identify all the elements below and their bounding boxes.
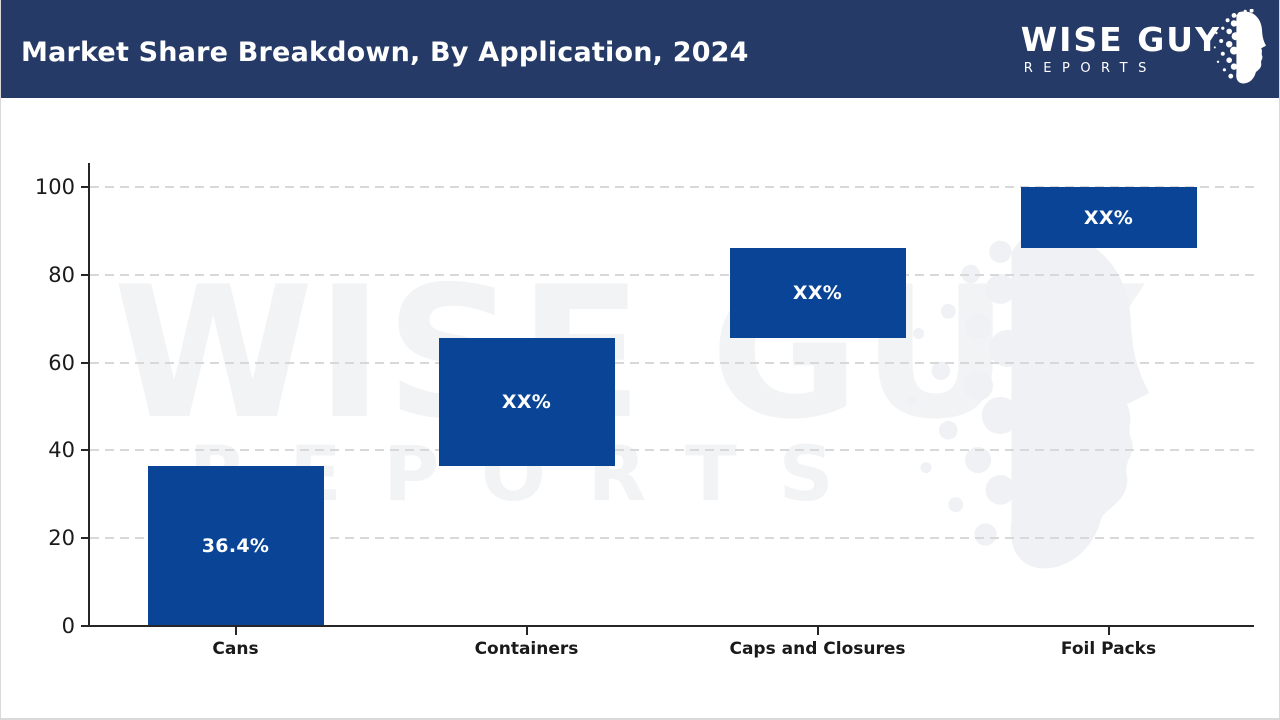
- page-title: Market Share Breakdown, By Application, …: [21, 36, 749, 68]
- x-tick-3: [1107, 627, 1110, 635]
- gridline-20: [90, 537, 1254, 540]
- x-label-0: Cans: [212, 639, 259, 659]
- bar-label: XX%: [501, 390, 552, 413]
- y-tick-label-100: 100: [34, 174, 75, 199]
- brand-name: WISE GUY: [1020, 20, 1221, 59]
- bar-caps-and-closures: XX%: [729, 248, 906, 338]
- watermark-brand-text: WISE GUY: [113, 247, 1146, 459]
- wiseguy-face-icon: [1213, 9, 1266, 84]
- bar-label: XX%: [1083, 206, 1134, 229]
- bar-label: XX%: [792, 281, 843, 304]
- gridline-100: [90, 185, 1254, 188]
- y-tick-label-80: 80: [48, 262, 75, 287]
- y-axis-line: [88, 163, 90, 627]
- gridline-40: [90, 449, 1254, 452]
- y-tick-label-60: 60: [48, 350, 75, 375]
- bar-label: 36.4%: [201, 535, 270, 558]
- y-tick-20: [81, 537, 88, 540]
- y-tick-label-40: 40: [48, 438, 75, 463]
- gridline-80: [90, 273, 1254, 276]
- y-tick-60: [81, 361, 88, 364]
- bar-cans: 36.4%: [147, 466, 324, 626]
- x-axis-line: [88, 625, 1254, 627]
- bar-foil-packs: XX%: [1020, 186, 1197, 249]
- y-tick-label-20: 20: [48, 526, 75, 551]
- brand-subtitle: REPORTS: [1023, 61, 1157, 76]
- x-tick-2: [816, 627, 819, 635]
- header-bar: Market Share Breakdown, By Application, …: [1, 0, 1279, 98]
- y-tick-40: [81, 449, 88, 452]
- y-tick-0: [81, 625, 88, 627]
- x-tick-1: [525, 627, 528, 635]
- y-tick-label-0: 0: [61, 614, 75, 638]
- x-label-1: Containers: [474, 639, 579, 659]
- bar-containers: XX%: [438, 337, 615, 467]
- x-tick-0: [234, 627, 237, 635]
- brand-logo-text: WISE GUY REPORTS: [1021, 23, 1221, 75]
- x-label-3: Foil Packs: [1060, 639, 1157, 659]
- gridline-60: [90, 361, 1254, 364]
- y-tick-80: [81, 273, 88, 276]
- y-tick-100: [81, 185, 88, 188]
- x-label-2: Caps and Closures: [729, 639, 906, 659]
- brand-logo: WISE GUY REPORTS: [1021, 9, 1267, 89]
